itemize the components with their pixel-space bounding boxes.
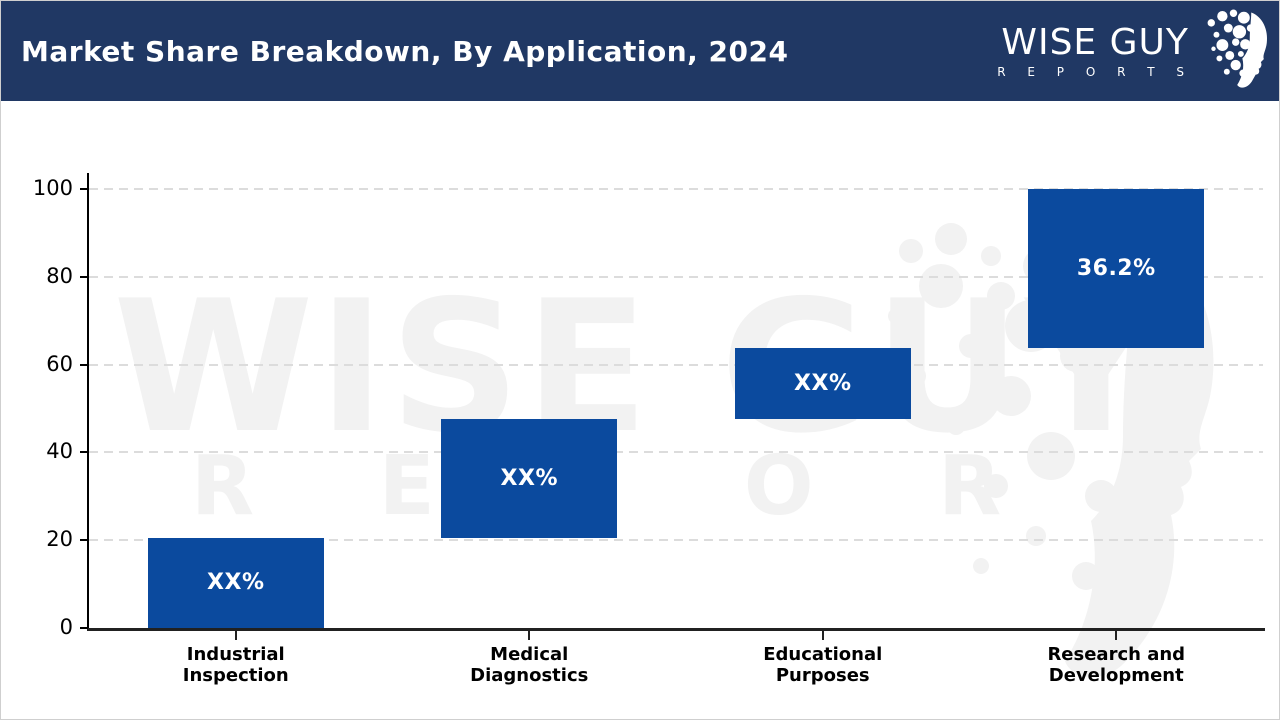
chart-region: WISE GUY R E P O R T S 020406080100XX%In… — [1, 101, 1279, 719]
x-tick-label-line: Industrial — [186, 644, 285, 665]
x-tick-label: Research and Development — [969, 644, 1263, 686]
y-tick-mark — [80, 275, 88, 278]
x-tick-mark — [528, 631, 531, 640]
y-tick-label: 60 — [46, 351, 73, 376]
x-tick-label: Medical Diagnostics — [382, 644, 676, 686]
x-tick-mark — [234, 631, 237, 640]
x-tick-mark — [1115, 631, 1118, 640]
x-axis-line — [87, 628, 1265, 631]
logo-wordmark: WISE GUY — [1001, 21, 1189, 63]
chart-title: Market Share Breakdown, By Application, … — [21, 34, 789, 68]
logo-head-icon — [1207, 9, 1268, 88]
bar-value-label: XX% — [794, 370, 852, 396]
y-tick-mark — [80, 188, 88, 190]
bar-1: XX% — [441, 419, 618, 538]
x-tick-mark — [821, 631, 824, 640]
y-tick-label: 40 — [46, 439, 73, 464]
x-tick-label: Industrial Inspection — [89, 644, 383, 686]
wiseguy-logo: WISE GUY R E P O R T S — [997, 8, 1269, 94]
y-tick-mark — [80, 363, 88, 366]
y-axis-line — [87, 173, 89, 628]
gridline-20 — [89, 539, 1263, 542]
bar-2: XX% — [734, 347, 911, 420]
bar-value-label: XX% — [207, 570, 265, 596]
y-tick-label: 0 — [59, 615, 73, 639]
logo-text: WISE GUY R E P O R T S — [997, 21, 1193, 79]
x-tick-label: Educational Purposes — [676, 644, 970, 686]
gridline-80 — [89, 275, 1263, 278]
header: Market Share Breakdown, By Application, … — [1, 1, 1279, 101]
x-tick-label-line: Inspection — [182, 665, 289, 686]
gridline-100 — [89, 188, 1263, 190]
gridline-40 — [89, 451, 1263, 454]
y-tick-mark — [80, 451, 88, 454]
x-tick-label-line: Development — [1048, 665, 1184, 686]
bar-3: 36.2% — [1028, 189, 1205, 348]
y-tick-mark — [80, 539, 88, 542]
logo-subtext: R E P O R T S — [997, 64, 1193, 79]
y-tick-mark — [80, 627, 88, 629]
x-tick-label-line: Purposes — [775, 665, 870, 686]
bar-value-label: 36.2% — [1076, 255, 1156, 281]
x-tick-label-line: Medical — [490, 644, 569, 665]
watermark-wordmark: WISE GUY — [113, 261, 1162, 473]
y-tick-label: 20 — [46, 527, 73, 552]
bar-value-label: XX% — [500, 466, 558, 492]
y-tick-label: 80 — [46, 263, 73, 288]
x-tick-label-line: Research and — [1047, 644, 1186, 665]
x-tick-label-line: Diagnostics — [470, 665, 589, 686]
gridline-60 — [89, 363, 1263, 366]
y-tick-label: 100 — [32, 176, 73, 200]
bar-0: XX% — [147, 538, 324, 628]
x-tick-label-line: Educational — [763, 644, 883, 665]
